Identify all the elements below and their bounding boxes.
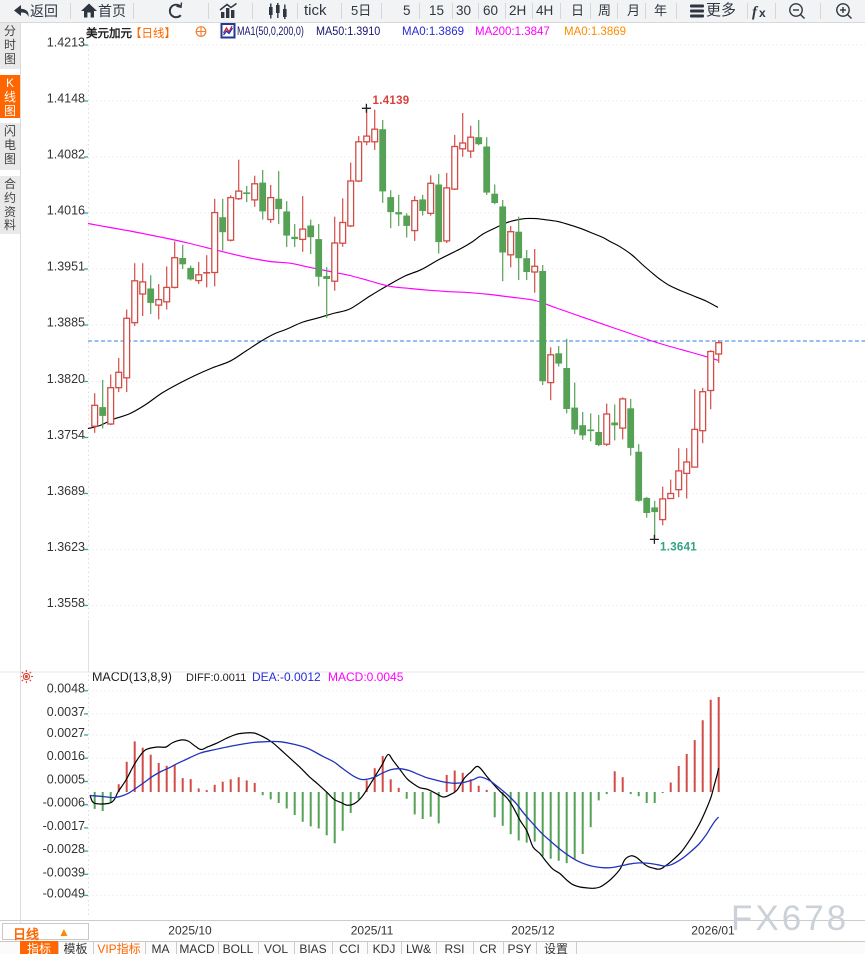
svg-text:1.3951: 1.3951 [47,260,85,274]
svg-text:MACD(13,8,9): MACD(13,8,9) [92,670,172,684]
svg-text:1.4082: 1.4082 [47,148,85,162]
svg-text:DIFF:0.0011: DIFF:0.0011 [186,672,246,684]
svg-text:-0.0006: -0.0006 [43,796,85,810]
svg-text:FX678: FX678 [731,899,849,938]
svg-text:1.3820: 1.3820 [47,372,85,386]
svg-text:0.0027: 0.0027 [47,726,85,740]
svg-text:1.3754: 1.3754 [47,428,85,442]
svg-text:1.3623: 1.3623 [47,540,85,554]
svg-text:2025/11: 2025/11 [351,924,394,938]
svg-text:-0.0028: -0.0028 [43,842,85,856]
svg-text:1.4148: 1.4148 [47,92,85,106]
svg-text:0.0005: 0.0005 [47,773,85,787]
svg-text:1.4213: 1.4213 [47,36,85,50]
svg-text:-0.0017: -0.0017 [43,819,85,833]
svg-text:0.0037: 0.0037 [47,705,85,719]
svg-text:1.3558: 1.3558 [47,596,85,610]
svg-text:2025/12: 2025/12 [511,924,555,938]
svg-text:1.3689: 1.3689 [47,484,85,498]
svg-text:f: f [752,5,759,21]
svg-text:2026/01: 2026/01 [691,924,735,938]
svg-text:DEA:-0.0012: DEA:-0.0012 [252,670,321,684]
svg-text:1.4139: 1.4139 [373,95,410,107]
svg-text:x: x [759,6,766,20]
svg-text:2025/10: 2025/10 [168,924,212,938]
svg-text:-0.0039: -0.0039 [43,865,85,879]
svg-text:1.3885: 1.3885 [47,316,85,330]
svg-text:0.0016: 0.0016 [47,749,85,763]
svg-text:1.3641: 1.3641 [660,542,697,554]
svg-text:0.0048: 0.0048 [47,682,85,696]
svg-text:1.4016: 1.4016 [47,204,85,218]
svg-text:MACD:0.0045: MACD:0.0045 [328,670,404,684]
svg-text:-0.0049: -0.0049 [43,886,85,900]
